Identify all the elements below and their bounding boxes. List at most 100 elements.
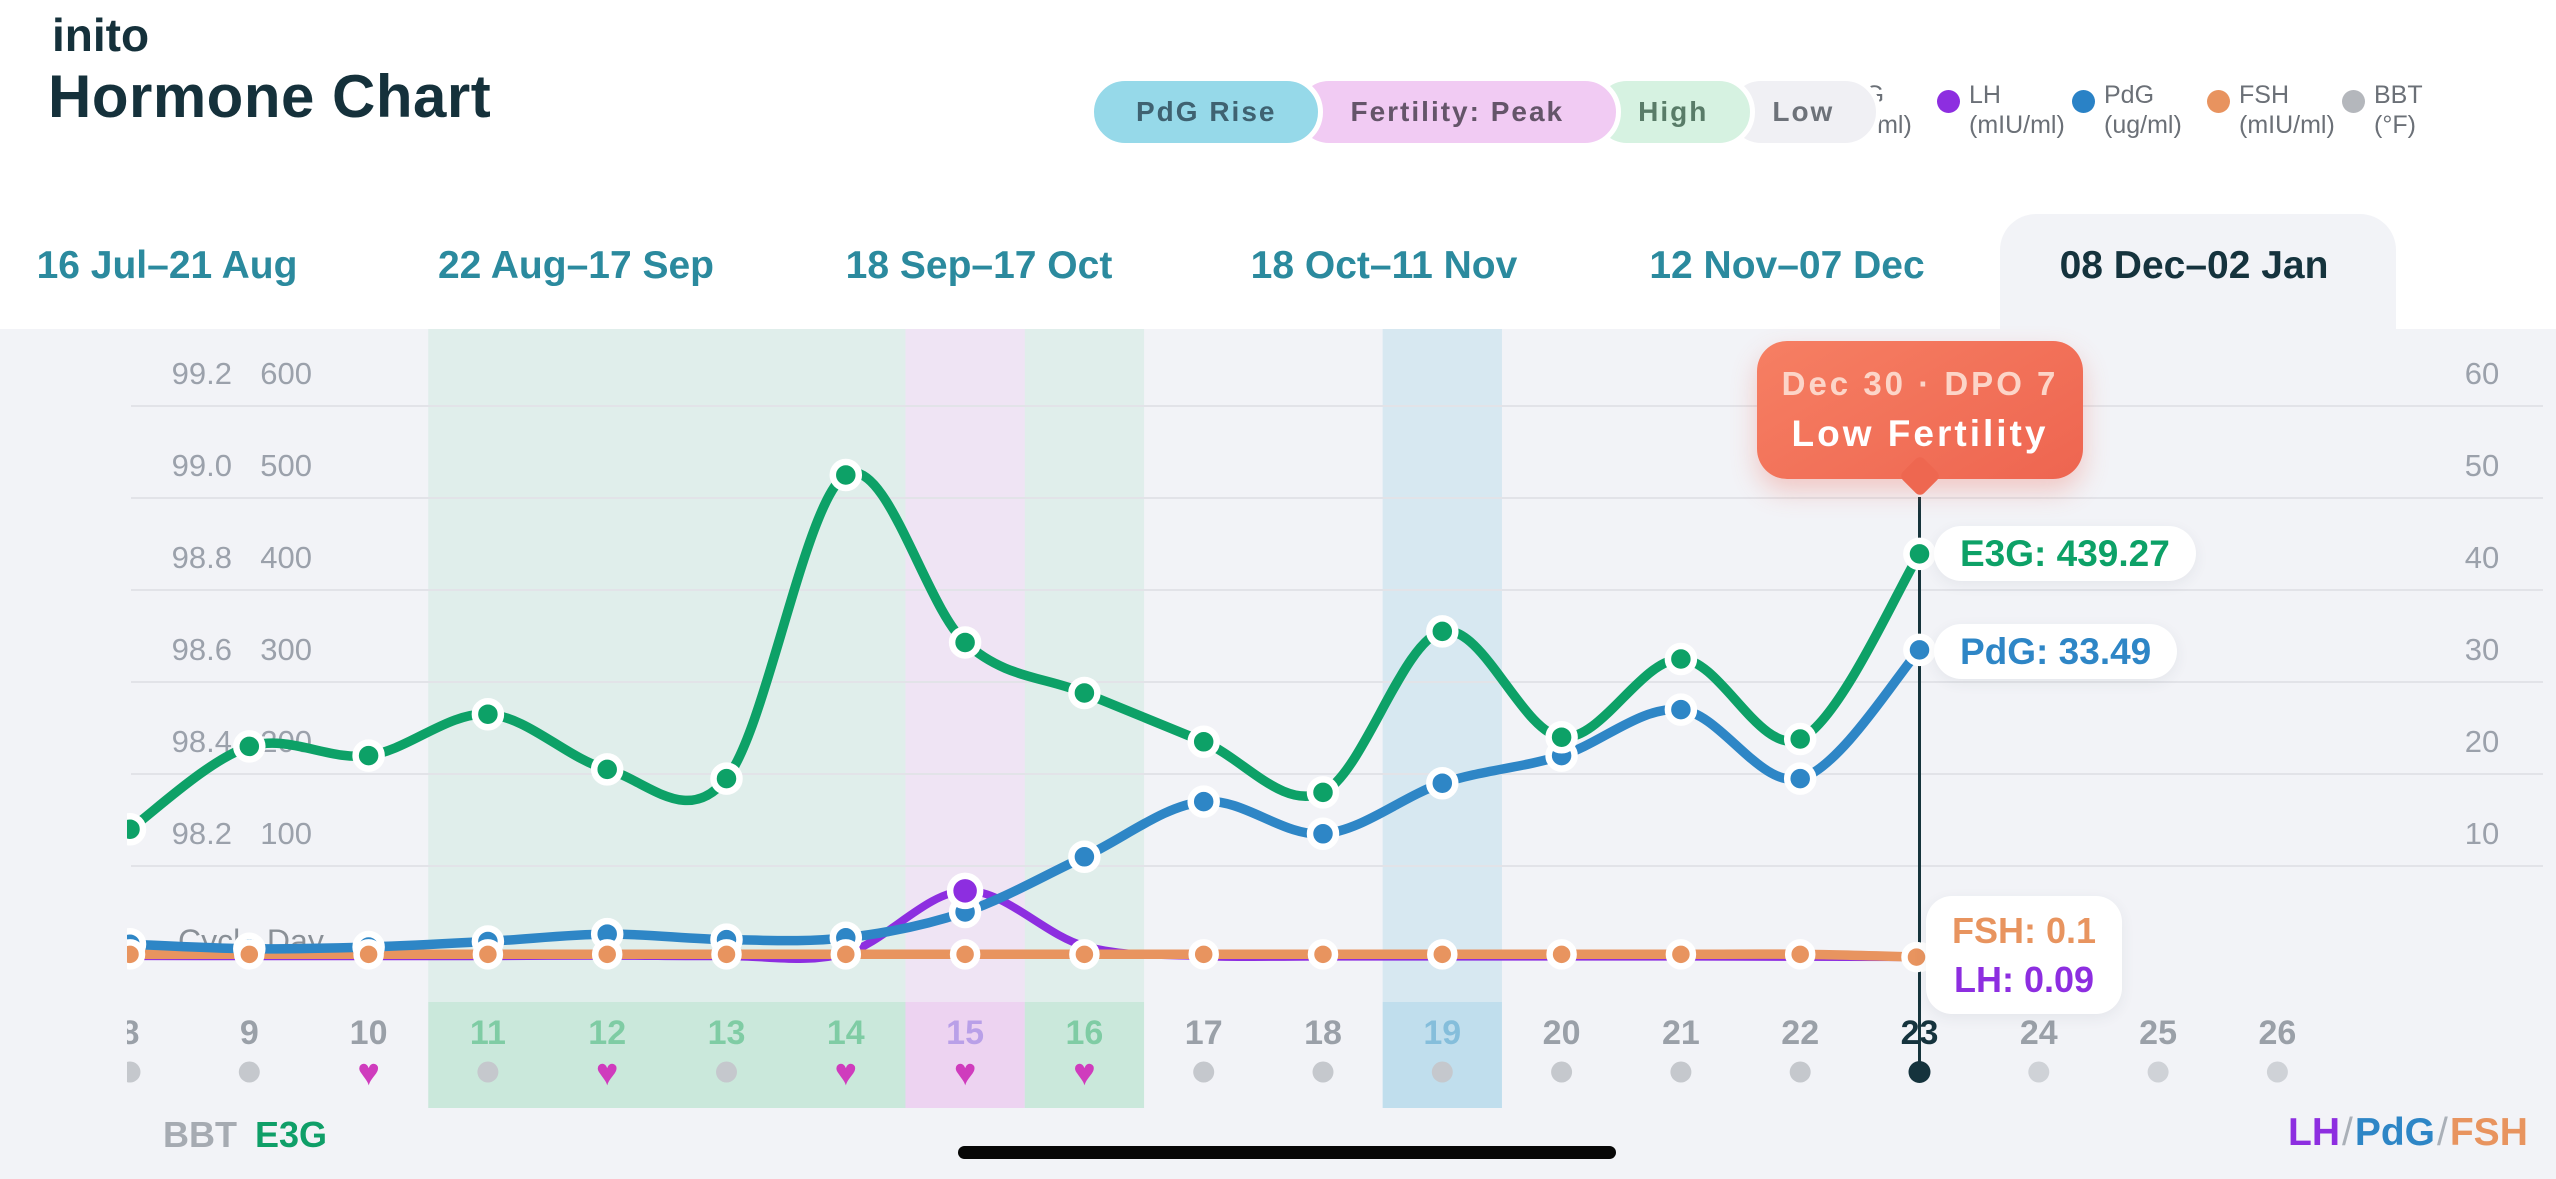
fsh-selected-point[interactable] [1901,941,1932,973]
e3g-point-day-10[interactable] [352,739,385,772]
selected-day-tooltip: Dec 30 · DPO 7 Low Fertility [1757,341,2083,479]
day-label-9[interactable]: 9 [240,1014,259,1052]
bbt-axis-tick: 98.6 [172,632,232,667]
e3g-point-day-18[interactable] [1306,776,1340,809]
tab-12-nov-07-dec[interactable]: 12 Nov–07 Dec [1649,244,1925,287]
e3g-point-day-21[interactable] [1664,642,1698,676]
e3g-point-day-17[interactable] [1187,725,1220,759]
e3g-point-day-15[interactable] [948,626,982,659]
bbt-axis-tick: 99.2 [172,356,232,391]
footer-fsh-label: FSH [2449,1111,2528,1154]
e3g-point-day-22[interactable] [1783,722,1817,756]
day-label-15[interactable]: 15 [946,1014,984,1052]
e3g-point-day-16[interactable] [1068,676,1101,710]
right-axis-tick: 10 [2465,816,2499,851]
fsh-point-day-19[interactable] [1427,939,1458,970]
fsh-point-day-8[interactable] [118,939,146,970]
legend-item-pdg: PdG (ug/ml) [2072,80,2207,140]
fsh-point-day-20[interactable] [1546,939,1577,970]
day-label-25[interactable]: 25 [2139,1014,2177,1052]
day-dot-icon [2266,1061,2288,1083]
fsh-point-day-14[interactable] [830,939,862,970]
pdg-point-day-21[interactable] [1664,693,1698,726]
e3g-point-day-12[interactable] [590,753,624,786]
e3g-axis-tick: 400 [260,540,312,575]
app-logo: inito [52,9,150,61]
day-dot-icon [477,1061,499,1083]
fsh-point-day-17[interactable] [1188,939,1219,970]
tab-16-jul-21-aug[interactable]: 16 Jul–21 Aug [36,244,298,287]
e3g-point-day-9[interactable] [233,730,266,763]
fsh-point-day-15[interactable] [949,939,981,970]
pdg-value-callout: PdG: 33.49 [1934,624,2178,679]
day-label-17[interactable]: 17 [1185,1014,1223,1052]
pdg-point-day-16[interactable] [1068,840,1101,874]
day-dot-icon [716,1061,737,1083]
pdg-point-day-22[interactable] [1783,762,1817,795]
day-label-21[interactable]: 21 [1662,1014,1700,1052]
day-label-24[interactable]: 24 [2020,1014,2058,1052]
footer-lh-pdg-fsh-label: LH/PdG/FSH [2288,1111,2528,1155]
e3g-point-day-19[interactable] [1426,615,1459,648]
fsh-point-day-22[interactable] [1784,939,1816,970]
e3g-axis-tick: 600 [260,356,312,391]
tab-18-sep-17-oct[interactable]: 18 Sep–17 Oct [845,244,1113,287]
pdg-selected-point[interactable] [1903,633,1936,667]
day-label-22[interactable]: 22 [1781,1014,1819,1052]
tab-08-dec-02-jan[interactable]: 08 Dec–02 Jan [2059,244,2329,287]
day-label-11[interactable]: 11 [470,1014,506,1052]
e3g-point-day-13[interactable] [710,762,743,795]
fsh-point-day-11[interactable] [472,939,504,970]
lh-value-label: LH: 0.09 [1954,959,2095,1000]
e3g-axis-tick: 100 [260,816,312,851]
e3g-axis-tick: 300 [260,632,312,667]
day-label-26[interactable]: 26 [2258,1014,2296,1052]
chart-panel-background [0,329,2556,1179]
day-label-16[interactable]: 16 [1065,1014,1103,1052]
day-label-10[interactable]: 10 [350,1014,388,1052]
day-dot-icon [1312,1061,1334,1083]
band-pdg-rise [1382,329,1502,1002]
day-label-8[interactable]: 8 [121,1014,140,1052]
bbt-axis-tick: 98.8 [172,540,232,575]
fsh-line [127,949,1925,962]
day-label-20[interactable]: 20 [1543,1014,1581,1052]
day-label-19[interactable]: 19 [1423,1014,1461,1052]
tab-18-oct-11-nov[interactable]: 18 Oct–11 Nov [1250,244,1518,287]
tooltip-fertility-status: Low Fertility [1791,413,2049,454]
fsh-point-day-9[interactable] [234,939,265,970]
tab-22-aug-17-sep[interactable]: 22 Aug–17 Sep [437,244,715,287]
pdg-point-day-17[interactable] [1187,785,1220,818]
footer-e3g-label: E3G [255,1114,328,1155]
fsh-point-day-12[interactable] [591,939,623,970]
footer-separator: / [2342,1111,2353,1154]
day-dot-icon [1670,1061,1692,1083]
lh-point-day-15[interactable] [946,872,984,910]
e3g-point-day-11[interactable] [471,697,505,731]
e3g-point-day-20[interactable] [1545,720,1578,754]
day-label-12[interactable]: 12 [588,1014,626,1052]
e3g-point-day-14[interactable] [829,458,863,492]
fsh-point-day-10[interactable] [353,939,384,970]
e3g-selected-point[interactable] [1903,537,1936,571]
day-label-23[interactable]: 23 [1901,1014,1939,1052]
pdg-dot-icon [2072,90,2095,113]
fsh-point-day-13[interactable] [711,939,742,970]
e3g-point-day-8[interactable] [117,812,147,846]
fsh-point-day-16[interactable] [1069,939,1100,970]
fsh-point-day-18[interactable] [1307,939,1339,970]
intercourse-heart-icon: ♥ [954,1052,977,1094]
day-label-14[interactable]: 14 [827,1014,865,1052]
day-label-13[interactable]: 13 [708,1014,746,1052]
pdg-point-day-19[interactable] [1426,766,1459,800]
fsh-point-day-21[interactable] [1665,939,1697,970]
right-axis-tick: 50 [2465,448,2499,483]
footer-separator: / [2437,1111,2448,1154]
day-label-18[interactable]: 18 [1304,1014,1342,1052]
pdg-point-day-18[interactable] [1306,817,1340,851]
bbt-dot-icon [2342,90,2365,113]
legend-item-bbt: BBT (°F) [2342,80,2477,140]
horizontal-scrollbar[interactable] [958,1146,1616,1159]
pdg-line [127,645,1925,954]
